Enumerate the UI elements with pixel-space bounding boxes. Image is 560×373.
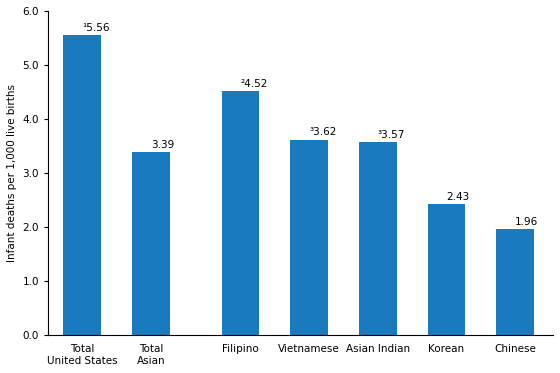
Text: 2.43: 2.43 bbox=[446, 192, 470, 202]
Bar bbox=[222, 91, 259, 335]
Text: ¹5.56: ¹5.56 bbox=[82, 23, 110, 32]
Bar bbox=[63, 35, 101, 335]
Bar bbox=[290, 140, 328, 335]
Bar bbox=[132, 152, 170, 335]
Text: ³3.57: ³3.57 bbox=[378, 130, 405, 140]
Text: 3.39: 3.39 bbox=[151, 140, 174, 150]
Bar bbox=[359, 142, 396, 335]
Bar bbox=[496, 229, 534, 335]
Text: ³3.62: ³3.62 bbox=[309, 128, 337, 138]
Text: 1.96: 1.96 bbox=[515, 217, 539, 227]
Text: ²4.52: ²4.52 bbox=[240, 79, 268, 89]
Bar bbox=[428, 204, 465, 335]
Y-axis label: Infant deaths per 1,000 live births: Infant deaths per 1,000 live births bbox=[7, 84, 17, 262]
